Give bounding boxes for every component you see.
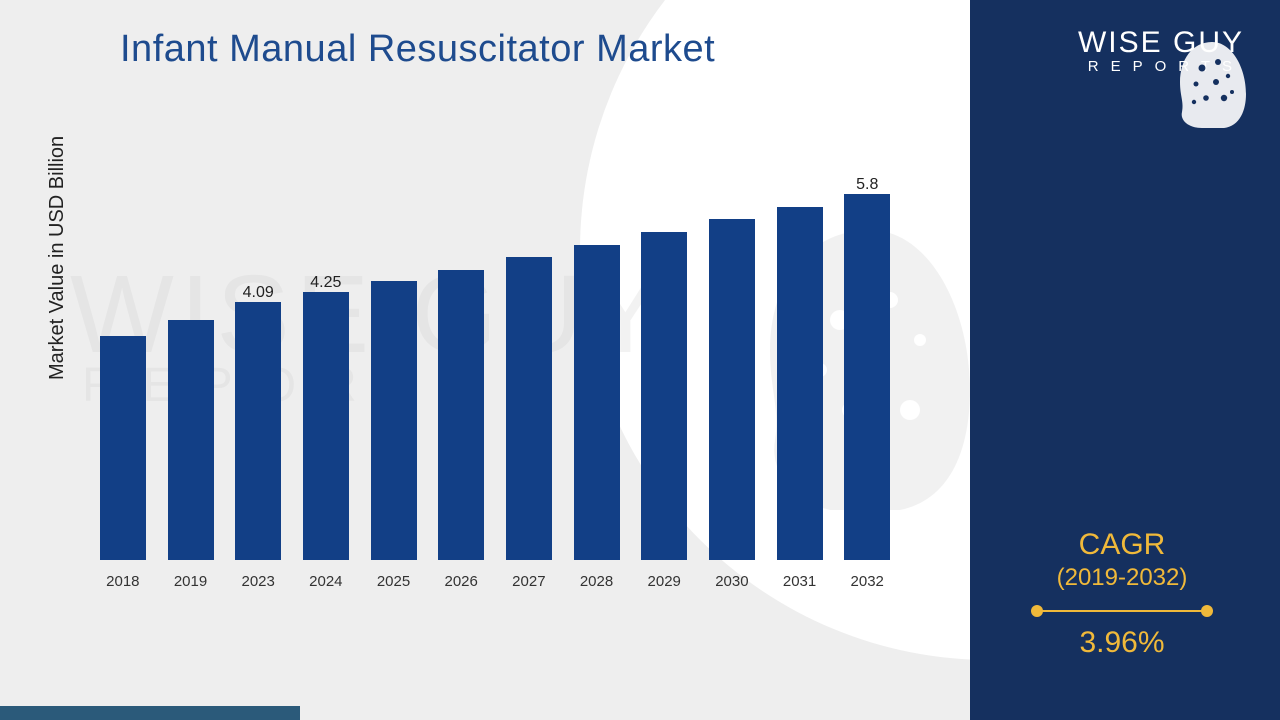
- x-tick-label: 2030: [707, 573, 757, 590]
- cagr-value: 3.96%: [1012, 626, 1232, 660]
- bar: [506, 257, 552, 560]
- bar: [235, 302, 281, 560]
- bar-wrap: [572, 245, 622, 560]
- bar-wrap: 4.25: [301, 292, 351, 560]
- bar: [641, 232, 687, 560]
- x-tick-label: 2027: [504, 573, 554, 590]
- x-tick-label: 2032: [842, 573, 892, 590]
- cagr-divider: [1037, 610, 1207, 612]
- bar: [371, 281, 417, 560]
- bar-wrap: 4.09: [233, 302, 283, 560]
- bar-wrap: [98, 336, 148, 560]
- bar-wrap: [707, 219, 757, 560]
- x-tick-label: 2024: [301, 573, 351, 590]
- x-tick-label: 2029: [639, 573, 689, 590]
- brand-logo: WISE GUY REPORTS: [1078, 26, 1244, 75]
- x-tick-label: 2018: [98, 573, 148, 590]
- x-tick-label: 2019: [166, 573, 216, 590]
- bar-wrap: [639, 232, 689, 560]
- x-tick-label: 2023: [233, 573, 283, 590]
- bar-wrap: [775, 207, 825, 560]
- bar-wrap: [436, 270, 486, 560]
- bar: [844, 194, 890, 560]
- bar: [709, 219, 755, 560]
- bar-wrap: [166, 320, 216, 560]
- logo-head-icon: [1172, 40, 1252, 130]
- bar-value-label: 4.25: [301, 274, 351, 292]
- cagr-years: (2019-2032): [1012, 564, 1232, 592]
- bar: [100, 336, 146, 560]
- bar-value-label: 4.09: [233, 284, 283, 302]
- cagr-label: CAGR: [1012, 528, 1232, 562]
- y-axis-label: Market Value in USD Billion: [46, 136, 69, 380]
- bar: [303, 292, 349, 560]
- x-tick-label: 2025: [369, 573, 419, 590]
- bar-wrap: [504, 257, 554, 560]
- chart-title: Infant Manual Resuscitator Market: [120, 28, 715, 71]
- bar-wrap: [369, 281, 419, 560]
- bar-value-label: 5.8: [842, 176, 892, 194]
- cagr-block: CAGR (2019-2032) 3.96%: [1012, 528, 1232, 660]
- bar: [168, 320, 214, 560]
- bar: [777, 207, 823, 560]
- bar: [574, 245, 620, 560]
- bar: [438, 270, 484, 560]
- x-axis-labels: 2018 2019 2023 2024 2025 2026 2027 2028 2029 2030…: [92, 573, 892, 590]
- x-tick-label: 2028: [572, 573, 622, 590]
- bar-chart: 4.09 4.25 5.8 2018 2019 2023 2024 2025 2026 2027…: [92, 150, 892, 590]
- bar-wrap: 5.8: [842, 194, 892, 560]
- x-tick-label: 2026: [436, 573, 486, 590]
- bars-container: 4.09 4.25 5.8: [92, 150, 892, 560]
- footer-accent-bar: [0, 706, 300, 720]
- x-tick-label: 2031: [775, 573, 825, 590]
